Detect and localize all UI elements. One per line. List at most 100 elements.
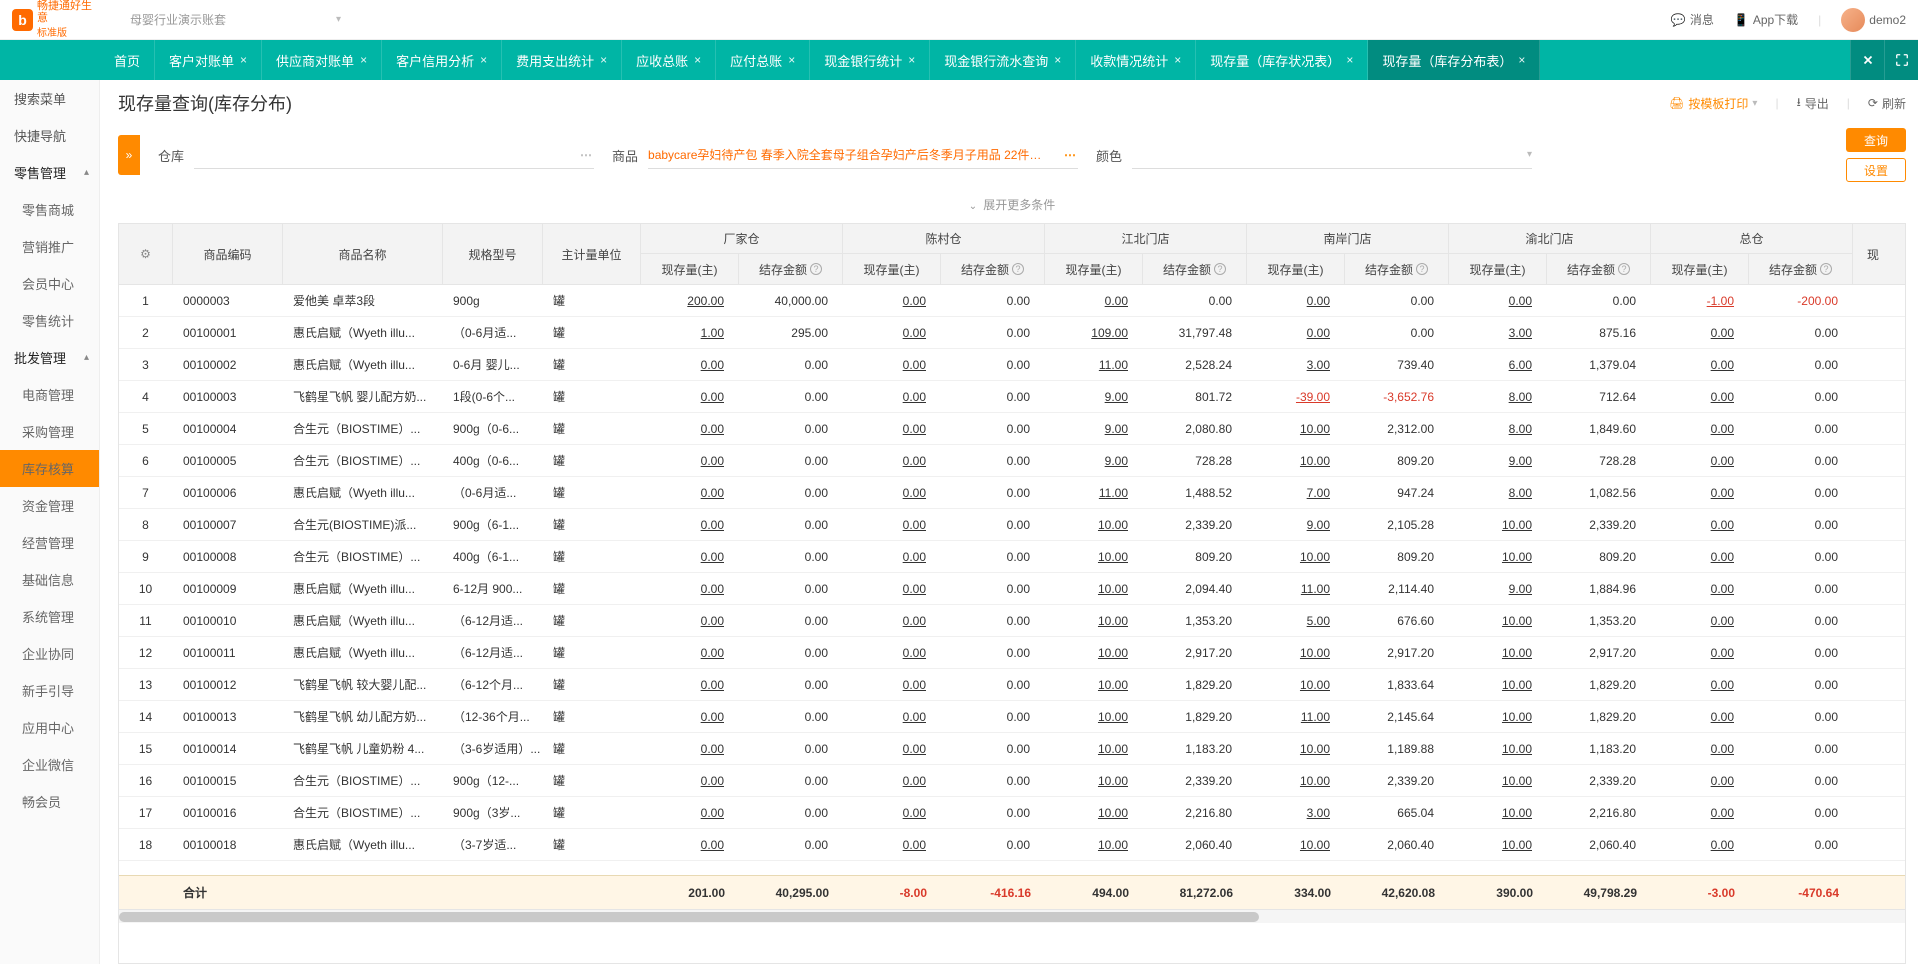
sidebar-item-零售商城[interactable]: 零售商城 <box>0 191 99 228</box>
table-row[interactable]: 1800100018惠氏启赋（Wyeth illu...（3-7岁适...罐0.… <box>119 829 1905 861</box>
tab-现金银行流水查询[interactable]: 现金银行流水查询× <box>930 40 1076 80</box>
cell-qty[interactable]: 10.00 <box>1449 541 1547 572</box>
cell-qty[interactable]: 6.00 <box>1449 349 1547 380</box>
cell-qty[interactable]: 0.00 <box>843 829 941 860</box>
cell-qty[interactable]: 10.00 <box>1247 541 1345 572</box>
cell-qty[interactable]: 10.00 <box>1449 669 1547 700</box>
table-row[interactable]: 1100100010惠氏启赋（Wyeth illu...（6-12月适...罐0… <box>119 605 1905 637</box>
logo[interactable]: b 畅捷通好生意 标准版 <box>12 0 100 39</box>
cell-qty[interactable]: 0.00 <box>1651 733 1749 764</box>
table-row[interactable]: 1700100016合生元（BIOSTIME）...900g（3岁...罐0.0… <box>119 797 1905 829</box>
cell-qty[interactable]: 0.00 <box>843 317 941 348</box>
cell-qty[interactable]: 9.00 <box>1247 509 1345 540</box>
cell-qty[interactable]: 0.00 <box>641 637 739 668</box>
cell-qty[interactable]: 0.00 <box>641 541 739 572</box>
cell-qty[interactable]: 0.00 <box>1651 637 1749 668</box>
tab-应付总账[interactable]: 应付总账× <box>716 40 810 80</box>
tab-现金银行统计[interactable]: 现金银行统计× <box>810 40 930 80</box>
tab-供应商对账单[interactable]: 供应商对账单× <box>262 40 382 80</box>
cell-qty[interactable]: 109.00 <box>1045 317 1143 348</box>
sidebar-item-经营管理[interactable]: 经营管理 <box>0 524 99 561</box>
cell-qty[interactable]: 9.00 <box>1045 381 1143 412</box>
sidebar-item-采购管理[interactable]: 采购管理 <box>0 413 99 450</box>
cell-qty[interactable]: 0.00 <box>641 701 739 732</box>
cell-qty[interactable]: 0.00 <box>641 765 739 796</box>
cell-qty[interactable]: 9.00 <box>1045 445 1143 476</box>
cell-qty[interactable]: -1.00 <box>1651 285 1749 316</box>
cell-qty[interactable]: 0.00 <box>1651 413 1749 444</box>
cell-qty[interactable]: 10.00 <box>1045 573 1143 604</box>
close-icon[interactable]: × <box>1518 53 1525 67</box>
table-row[interactable]: 300100002惠氏启赋（Wyeth illu...0-6月 婴儿...罐0.… <box>119 349 1905 381</box>
cell-qty[interactable]: 0.00 <box>843 285 941 316</box>
cell-qty[interactable]: 3.00 <box>1247 349 1345 380</box>
cell-qty[interactable]: 0.00 <box>843 701 941 732</box>
tab-客户对账单[interactable]: 客户对账单× <box>155 40 262 80</box>
account-select[interactable]: 母婴行业演示账套 ▾ <box>130 11 341 28</box>
cell-qty[interactable]: 0.00 <box>1651 765 1749 796</box>
cell-qty[interactable]: 10.00 <box>1247 445 1345 476</box>
close-icon[interactable]: × <box>240 53 247 67</box>
cell-qty[interactable]: 10.00 <box>1247 765 1345 796</box>
cell-qty[interactable]: 10.00 <box>1045 637 1143 668</box>
cell-qty[interactable]: 0.00 <box>1045 285 1143 316</box>
cell-qty[interactable]: 0.00 <box>1651 349 1749 380</box>
cell-qty[interactable]: 10.00 <box>1247 669 1345 700</box>
sidebar-group-零售管理[interactable]: 零售管理▴ <box>0 154 99 191</box>
table-row[interactable]: 1200100011惠氏启赋（Wyeth illu...（6-12月适...罐0… <box>119 637 1905 669</box>
cell-qty[interactable]: 0.00 <box>843 765 941 796</box>
more-filters-toggle[interactable]: ⌄展开更多条件 <box>118 190 1906 223</box>
cell-qty[interactable]: 0.00 <box>843 637 941 668</box>
help-icon[interactable]: ? <box>1416 263 1428 275</box>
cell-qty[interactable]: 3.00 <box>1247 797 1345 828</box>
query-button[interactable]: 查询 <box>1846 128 1906 152</box>
cell-qty[interactable]: 0.00 <box>641 509 739 540</box>
cell-qty[interactable]: 10.00 <box>1449 605 1547 636</box>
tab-现存量（库存分布表）[interactable]: 现存量（库存分布表）× <box>1368 40 1540 80</box>
cell-qty[interactable]: 0.00 <box>843 413 941 444</box>
sidebar-item-企业微信[interactable]: 企业微信 <box>0 746 99 783</box>
cell-qty[interactable]: 0.00 <box>641 573 739 604</box>
table-row[interactable]: 700100006惠氏启赋（Wyeth illu...（0-6月适...罐0.0… <box>119 477 1905 509</box>
sidebar-item-营销推广[interactable]: 营销推广 <box>0 228 99 265</box>
cell-qty[interactable]: 0.00 <box>843 445 941 476</box>
cell-qty[interactable]: 0.00 <box>641 413 739 444</box>
col-gear[interactable]: ⚙ <box>119 224 173 284</box>
table-row[interactable]: 1600100015合生元（BIOSTIME）...900g（12-...罐0.… <box>119 765 1905 797</box>
cell-qty[interactable]: 9.00 <box>1449 445 1547 476</box>
color-input[interactable]: ▾ <box>1132 141 1532 169</box>
cell-qty[interactable]: 10.00 <box>1045 669 1143 700</box>
expand-filters-button[interactable]: » <box>118 135 140 175</box>
close-icon[interactable]: × <box>1054 53 1061 67</box>
table-body[interactable]: 10000003爱他美 卓萃3段900g罐200.0040,000.000.00… <box>119 285 1905 875</box>
cell-qty[interactable]: 0.00 <box>1651 381 1749 412</box>
sidebar-item-基础信息[interactable]: 基础信息 <box>0 561 99 598</box>
cell-qty[interactable]: 11.00 <box>1045 477 1143 508</box>
cell-qty[interactable]: 11.00 <box>1247 573 1345 604</box>
table-row[interactable]: 1500100014飞鹤星飞帆 儿童奶粉 4...（3-6岁适用）...罐0.0… <box>119 733 1905 765</box>
cell-qty[interactable]: 0.00 <box>843 669 941 700</box>
tab-收款情况统计[interactable]: 收款情况统计× <box>1076 40 1196 80</box>
cell-qty[interactable]: 0.00 <box>843 797 941 828</box>
sidebar-item-电商管理[interactable]: 电商管理 <box>0 376 99 413</box>
tabs-close-all[interactable] <box>1850 40 1884 80</box>
cell-qty[interactable]: 0.00 <box>843 541 941 572</box>
close-icon[interactable]: × <box>600 53 607 67</box>
cell-qty[interactable]: 0.00 <box>641 477 739 508</box>
cell-qty[interactable]: 10.00 <box>1247 733 1345 764</box>
sidebar-quicknav[interactable]: 快捷导航 <box>0 117 99 154</box>
close-icon[interactable]: × <box>788 53 795 67</box>
cell-qty[interactable]: 0.00 <box>843 733 941 764</box>
close-icon[interactable]: × <box>1174 53 1181 67</box>
product-input[interactable]: babycare孕妇待产包 春季入院全套母子组合孕妇产后冬季月子用品 22件套 … <box>648 141 1078 169</box>
cell-qty[interactable]: 3.00 <box>1449 317 1547 348</box>
cell-qty[interactable]: 10.00 <box>1045 733 1143 764</box>
cell-qty[interactable]: 0.00 <box>1651 605 1749 636</box>
table-row[interactable]: 900100008合生元（BIOSTIME）...400g（6-1...罐0.0… <box>119 541 1905 573</box>
cell-qty[interactable]: 10.00 <box>1449 797 1547 828</box>
tab-应收总账[interactable]: 应收总账× <box>622 40 716 80</box>
cell-qty[interactable]: 0.00 <box>1651 541 1749 572</box>
table-row[interactable]: 400100003飞鹤星飞帆 婴儿配方奶...1段(0-6个...罐0.000.… <box>119 381 1905 413</box>
close-icon[interactable]: × <box>360 53 367 67</box>
cell-qty[interactable]: 0.00 <box>843 509 941 540</box>
